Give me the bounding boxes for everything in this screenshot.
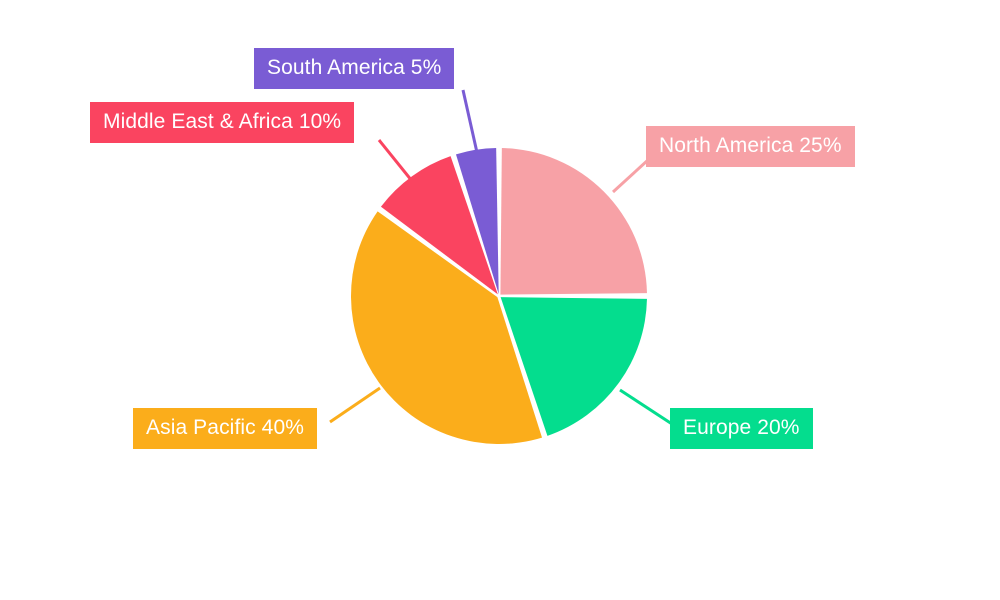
pie-label-europe[interactable]: Europe 20% (670, 408, 813, 449)
leader-line-south-america (461, 89, 480, 158)
pie-slice-south-america[interactable] (455, 148, 499, 295)
leader-line-middle-east-africa (377, 139, 414, 182)
pie-slice-middle-east-africa[interactable] (380, 156, 498, 295)
leader-line-europe (619, 388, 673, 426)
leader-line-north-america (611, 158, 650, 194)
leader-line-asia-pacific (329, 386, 381, 424)
pie-slice-europe[interactable] (500, 297, 647, 436)
pie-slice-asia-pacific[interactable] (351, 211, 543, 445)
pie-label-north-america[interactable]: North America 25% (646, 126, 855, 167)
pie-label-asia-pacific[interactable]: Asia Pacific 40% (133, 408, 318, 449)
pie-slices-group (351, 148, 647, 445)
leader-lines-group (329, 89, 673, 426)
pie-slice-north-america[interactable] (500, 148, 647, 295)
pie-label-south-america[interactable]: South America 5% (254, 48, 455, 89)
pie-label-middle-east-africa[interactable]: Middle East & Africa 10% (90, 102, 355, 143)
